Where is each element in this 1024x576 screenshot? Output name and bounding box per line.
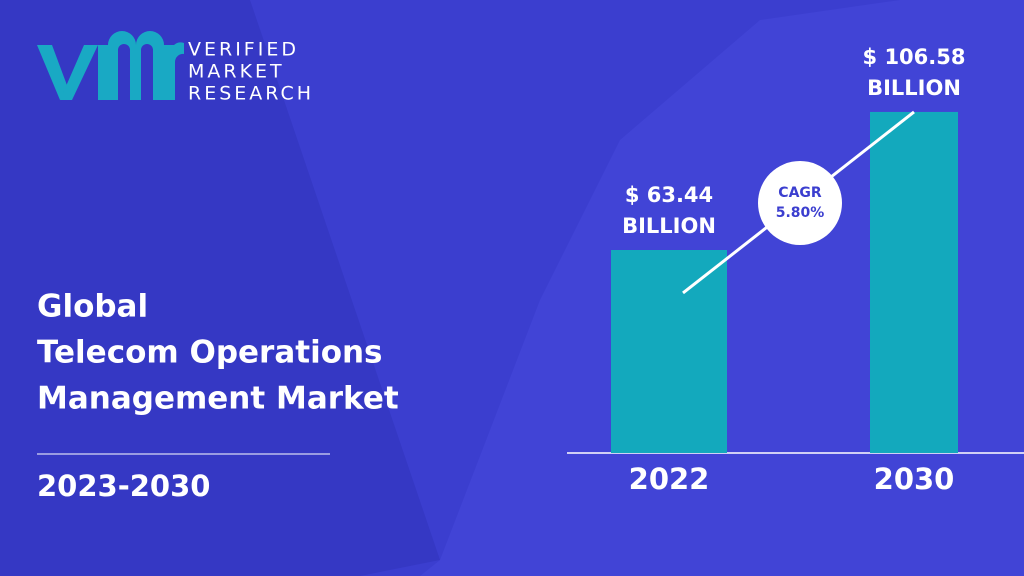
- logo-mark: [37, 31, 184, 100]
- brand-text: MARKET: [188, 61, 285, 83]
- value-label: $ 63.44 BILLION: [622, 182, 716, 238]
- value-label: $ 106.58 BILLION: [862, 44, 966, 100]
- x-tick-label: 2022: [629, 462, 710, 496]
- chart-title: Global: [37, 289, 148, 325]
- bar: [611, 249, 727, 453]
- brand-text: RESEARCH: [188, 83, 314, 105]
- bar: [870, 111, 958, 453]
- chart-title: Management Market: [37, 381, 399, 417]
- x-tick-label: 2030: [874, 462, 955, 496]
- bg-shape: [0, 0, 440, 576]
- brand-text: VERIFIED: [188, 39, 299, 61]
- cagr-value: 5.80%: [776, 205, 825, 221]
- cagr-badge: [758, 161, 842, 245]
- chart-title: Telecom Operations: [37, 335, 383, 371]
- cagr-label: CAGR: [778, 185, 822, 201]
- subtitle: 2023-2030: [37, 469, 210, 503]
